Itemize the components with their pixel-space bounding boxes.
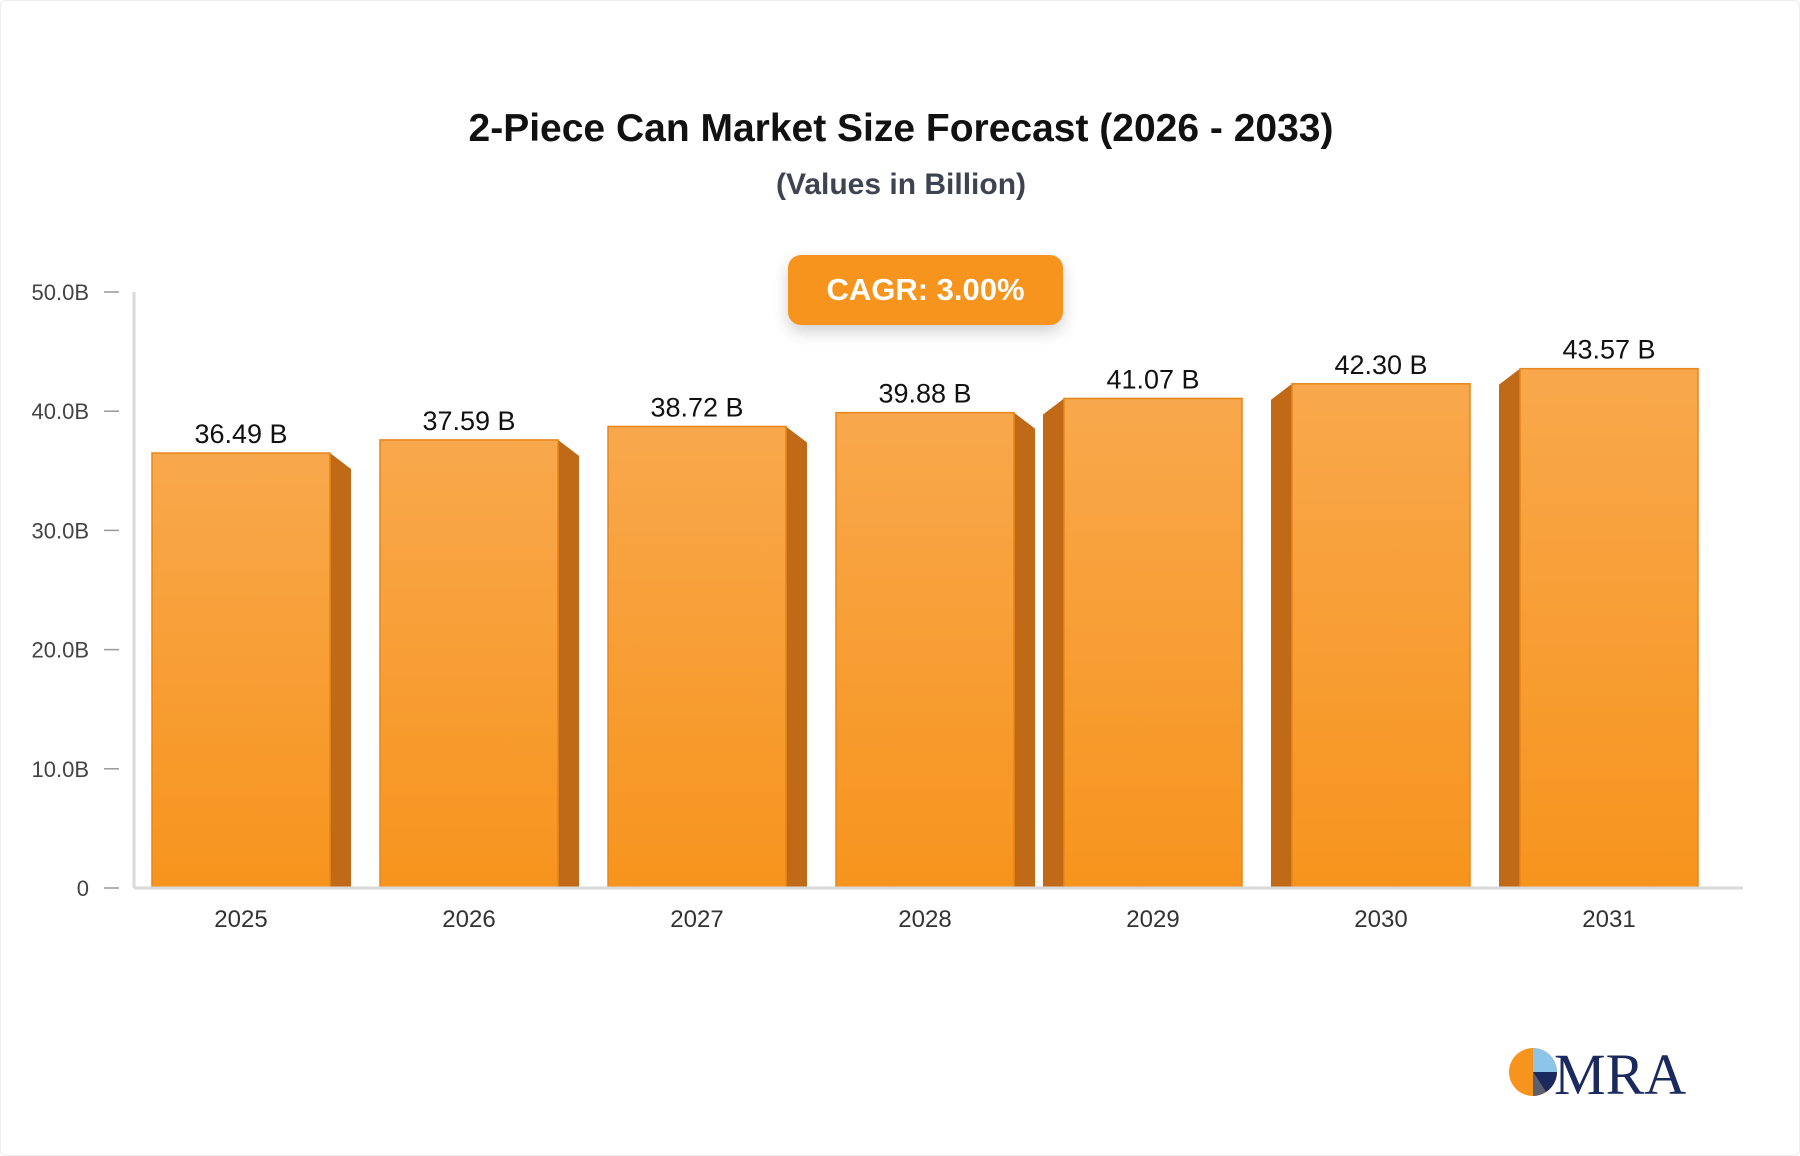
bar-value-label: 39.88 B <box>878 379 971 409</box>
x-tick-label: 2028 <box>898 906 951 933</box>
bar <box>1291 383 1471 889</box>
y-tick-label: 30.0B <box>32 518 90 543</box>
bar <box>1063 397 1243 889</box>
bar-side <box>558 439 579 888</box>
logo-pie-icon <box>1509 1048 1557 1096</box>
x-tick-label: 2030 <box>1354 906 1407 933</box>
bar <box>607 425 787 889</box>
chart-subtitle: (Values in Billion) <box>775 168 1027 201</box>
bar <box>1519 367 1699 889</box>
bar-value-label: 37.59 B <box>422 406 515 436</box>
x-tick-label: 2031 <box>1582 906 1635 933</box>
bar-value-label: 36.49 B <box>194 419 287 449</box>
bar-chart: 0 10.0B 20.0B 30.0B 40.0B 50.0B 36.49 B 37.59 … <box>32 280 1743 933</box>
bar-value-label: 41.07 B <box>1106 364 1199 394</box>
bar <box>151 452 331 889</box>
bar-side <box>1043 398 1064 888</box>
bar <box>835 411 1015 889</box>
bar-side <box>330 453 351 888</box>
bar-side <box>1271 383 1292 888</box>
bar-value-label: 43.57 B <box>1562 335 1655 365</box>
y-axis: 0 10.0B 20.0B 30.0B 40.0B 50.0B <box>32 280 136 901</box>
y-tick-label: 10.0B <box>32 757 90 782</box>
y-tick-label: 0 <box>77 876 89 901</box>
bars: 36.49 B 37.59 B 38.72 B 39.88 B 41.07 B 42.30… <box>151 335 1699 889</box>
logo-text: MRA <box>1554 1042 1686 1101</box>
chart-title: 2-Piece Can Market Size Forecast (2026 -… <box>468 107 1334 150</box>
x-tick-label: 2025 <box>214 906 267 933</box>
x-tick-label: 2027 <box>670 906 723 933</box>
bar-value-label: 38.72 B <box>650 392 743 422</box>
bar <box>379 439 559 889</box>
bar-side <box>1499 368 1520 888</box>
bar-side <box>1014 412 1035 888</box>
bar-side <box>786 426 807 888</box>
bar-value-label: 42.30 B <box>1334 350 1427 380</box>
y-tick-label: 50.0B <box>32 280 90 305</box>
y-tick-label: 40.0B <box>32 399 90 424</box>
y-tick-label: 20.0B <box>32 638 90 663</box>
x-axis: 2025 2026 2027 2028 2029 2030 2031 <box>134 886 1743 933</box>
mra-logo: MRA <box>1509 1042 1686 1101</box>
x-tick-label: 2029 <box>1126 906 1179 933</box>
cagr-badge: CAGR: 3.00% <box>788 255 1063 325</box>
x-tick-label: 2026 <box>442 906 495 933</box>
